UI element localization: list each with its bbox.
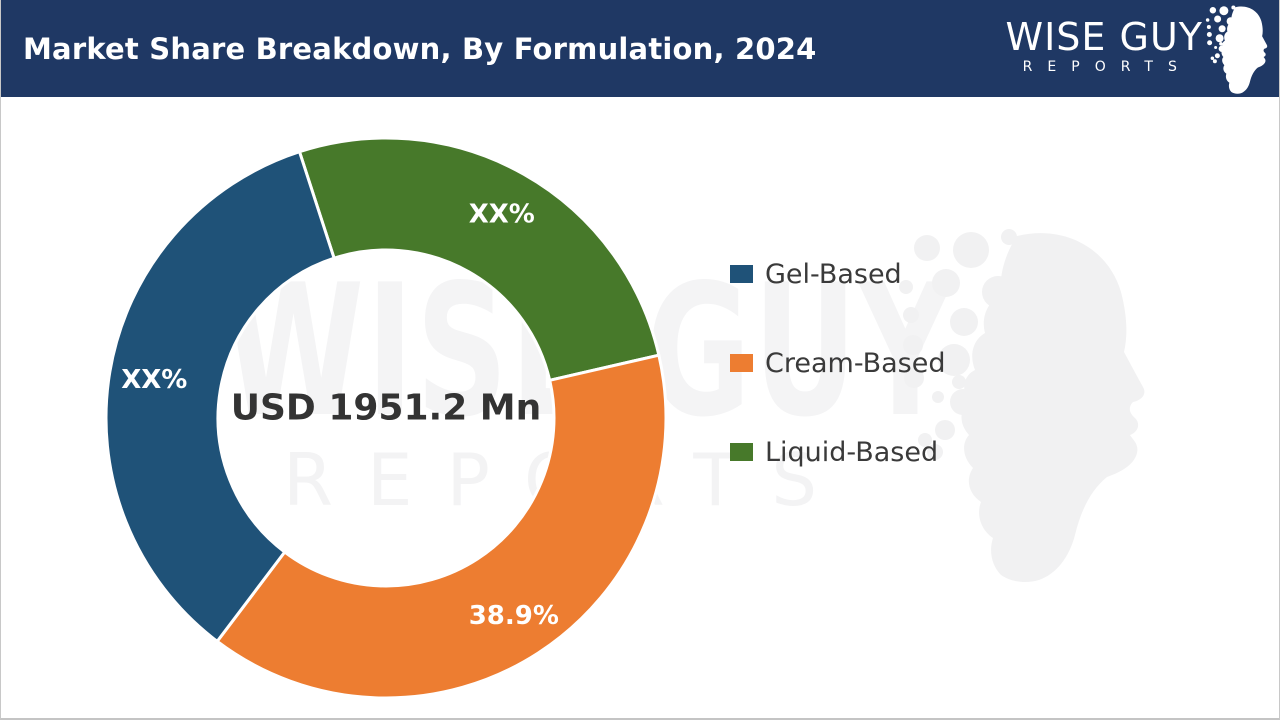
chart-legend: Gel-Based Cream-Based Liquid-Based: [730, 260, 945, 466]
center-value-label: USD 1951.2 Mn: [230, 387, 542, 429]
header-bar: Market Share Breakdown, By Formulation, …: [1, 0, 1279, 97]
head-profile-icon: [1205, 5, 1268, 94]
chart-area: WISE GUY REPORTS XX%38.9%XX% USD 1951.2 …: [1, 97, 1279, 718]
legend-item-label: Gel-Based: [765, 258, 902, 290]
legend-item-label: Liquid-Based: [765, 436, 939, 468]
donut-segment-cream-based: [215, 353, 668, 700]
wise-guy-logo: WISE GUY REPORTS: [1006, 0, 1269, 97]
logo-text: WISE GUY REPORTS: [1005, 15, 1203, 75]
segment-percent-label-gel-based: XX%: [121, 365, 187, 395]
legend-item-label: Cream-Based: [765, 347, 946, 379]
legend-swatch-gel-based: [730, 265, 753, 283]
legend-item-cream-based: Cream-Based: [730, 349, 945, 377]
logo-reports-label: REPORTS: [1022, 58, 1192, 75]
legend-item-gel-based: Gel-Based: [730, 260, 945, 288]
logo-wordmark: WISE GUY: [1005, 15, 1203, 60]
legend-item-liquid-based: Liquid-Based: [730, 438, 945, 466]
donut-segment-liquid-based: [297, 136, 661, 382]
page-title: Market Share Breakdown, By Formulation, …: [23, 31, 817, 66]
donut-chart: XX% 38.9% XX%: [104, 136, 668, 700]
segment-percent-label-liquid-based: XX%: [469, 200, 535, 230]
legend-swatch-cream-based: [730, 354, 753, 372]
donut-segment-gel-based: [104, 150, 336, 643]
legend-swatch-liquid-based: [730, 443, 753, 461]
segment-percent-label-cream-based: 38.9%: [469, 601, 559, 631]
